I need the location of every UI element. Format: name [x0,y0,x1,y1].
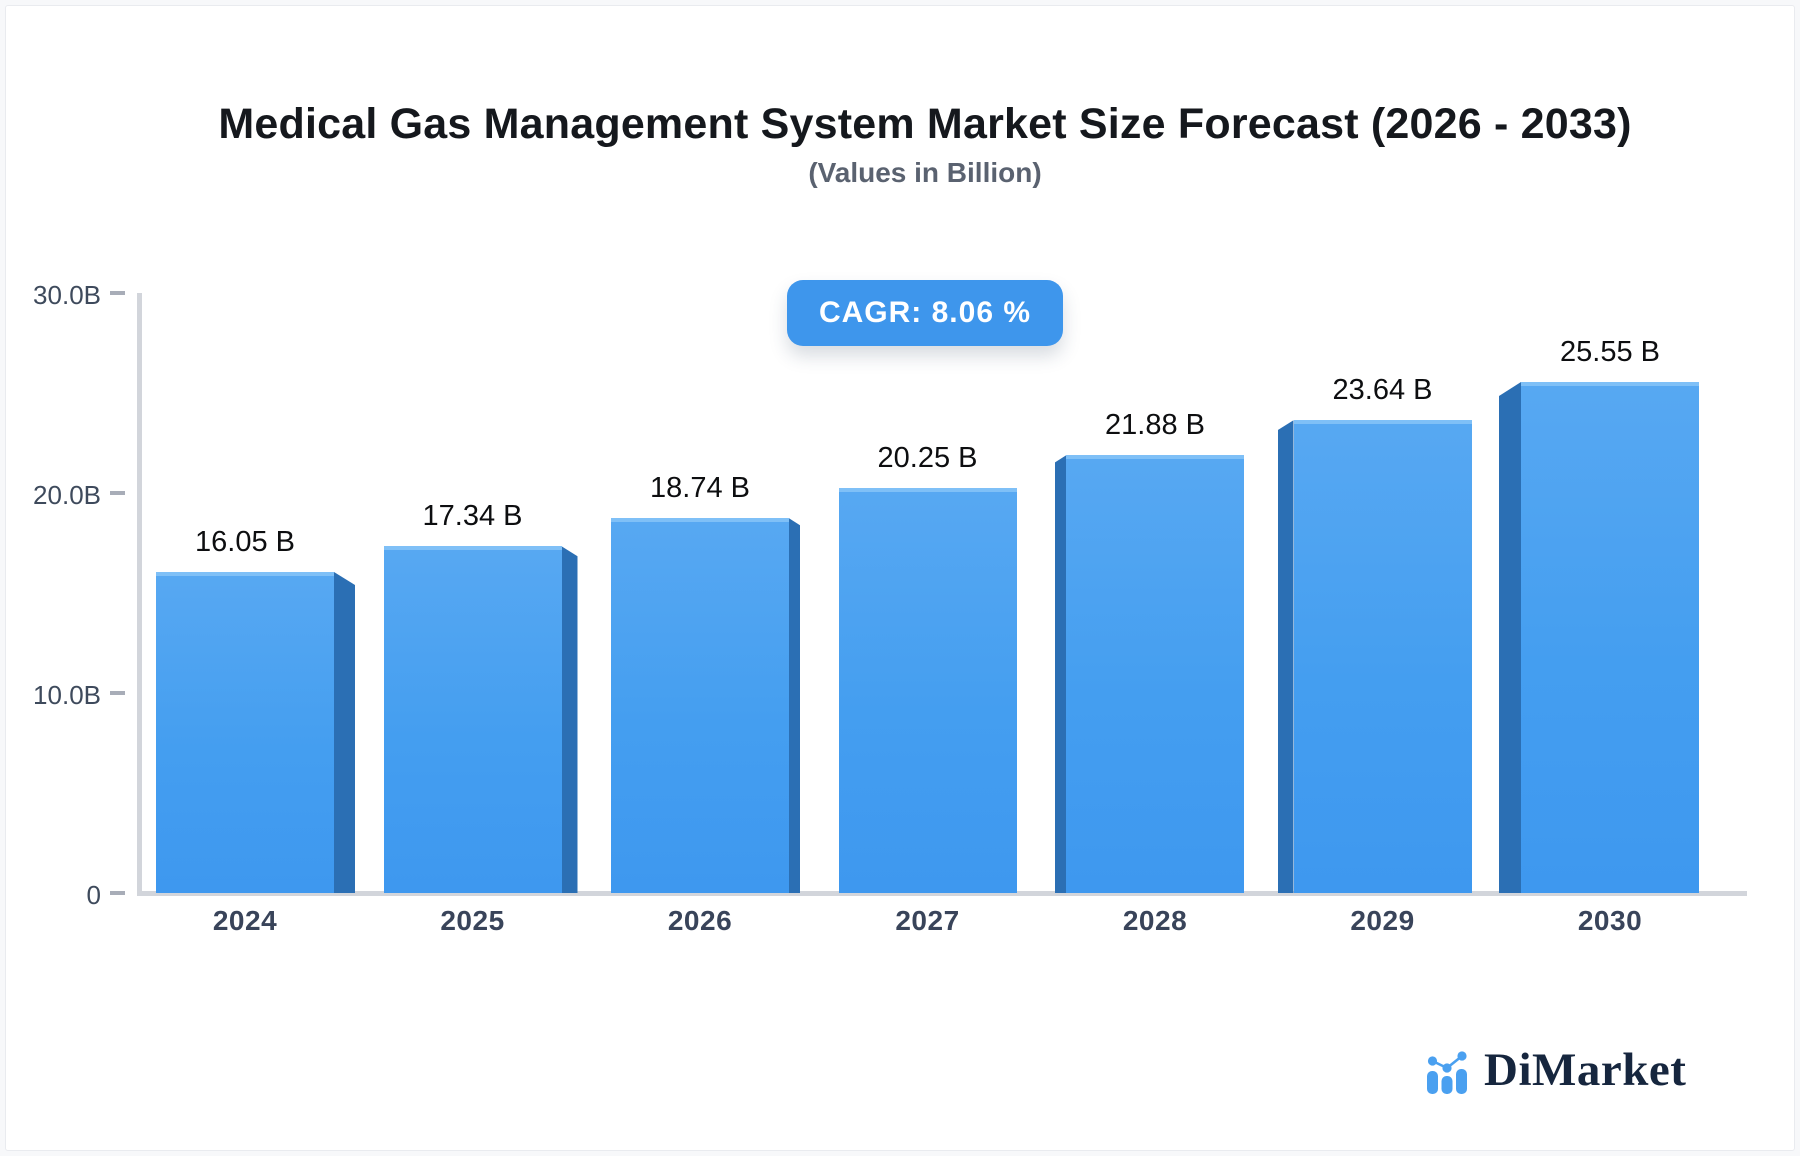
y-axis-tick [110,691,125,695]
x-axis-label: 2027 [895,905,960,936]
bar-2028 [1066,455,1244,893]
x-axis-label: 2030 [1577,905,1643,936]
bar-value-label: 21.88 B [1105,409,1205,442]
dimarket-logo-icon [1427,1051,1467,1094]
bar-value-label: 18.74 B [650,472,750,505]
y-axis-tick-label: 30.0B [33,280,101,310]
x-axis-label: 2024 [212,905,278,936]
cagr-badge: CAGR: 8.06 % [786,280,1064,346]
x-axis-label: 2026 [667,905,733,936]
bar-3d-side [1277,420,1294,893]
bar-value-label: 20.25 B [877,442,978,474]
x-axis-label: 2025 [440,905,505,936]
bar-value-label: 16.05 B [195,526,295,558]
y-axis-line [137,293,142,894]
bar-value-label: 25.55 B [1560,336,1660,368]
bar-3d-side [1499,382,1521,893]
chart-subtitle: (Values in Billion) [808,157,1042,188]
bar-3d-side [334,572,355,893]
bar-2024 [156,572,334,893]
y-axis-tick [110,491,125,495]
bar-value-label: 23.64 B [1332,374,1433,407]
y-axis-tick-label: 20.0B [33,480,101,510]
bar-2027 [838,488,1017,893]
bar-2029 [1293,420,1472,893]
x-axis-label: 2029 [1350,905,1415,936]
x-axis-label: 2028 [1122,905,1188,936]
dimarket-logo-text: DiMarket [1484,1044,1687,1096]
bar-3d-side [789,518,800,893]
chart-header: Medical Gas Management System Market Siz… [56,100,1794,346]
bar-2026 [611,518,789,893]
y-axis-tick [110,291,125,295]
y-axis-tick-label: 10.0B [33,680,101,710]
chart-title: Medical Gas Management System Market Siz… [218,100,1632,148]
chart-card: Medical Gas Management System Market Siz… [5,5,1795,1151]
y-axis-tick-label: 0 [86,880,101,910]
dimarket-watermark: DiMarket [1427,1046,1686,1094]
bar-value-label: 17.34 B [422,500,523,533]
bar-2030 [1521,382,1699,893]
bar-3d-side [561,546,578,893]
x-axis-line [137,891,1747,896]
bar-2025 [383,546,562,893]
bar-3d-side [1055,455,1066,893]
y-axis-tick [110,891,125,895]
